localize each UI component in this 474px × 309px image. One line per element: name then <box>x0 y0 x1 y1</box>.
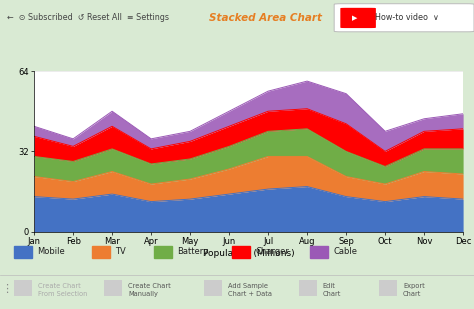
Bar <box>92 246 110 258</box>
Bar <box>379 281 397 296</box>
Text: Cable: Cable <box>333 247 357 256</box>
Text: ▶: ▶ <box>352 15 357 21</box>
Text: Create Chart
From Selection: Create Chart From Selection <box>38 283 87 297</box>
Text: ←  ⊙ Subscribed  ↺ Reset All  ≡ Settings: ← ⊙ Subscribed ↺ Reset All ≡ Settings <box>7 13 169 22</box>
X-axis label: Population (Millions): Population (Millions) <box>203 249 294 258</box>
Bar <box>14 246 32 258</box>
Bar <box>204 281 222 296</box>
Text: How-to video  ∨: How-to video ∨ <box>375 13 439 22</box>
FancyBboxPatch shape <box>334 4 474 32</box>
Text: TV: TV <box>115 247 126 256</box>
FancyBboxPatch shape <box>340 8 376 28</box>
Text: Stacked Area Chart: Stacked Area Chart <box>209 13 321 23</box>
Text: Export
Chart: Export Chart <box>403 283 425 297</box>
Bar <box>232 246 250 258</box>
Bar <box>14 281 32 296</box>
Text: Create Chart
Manually: Create Chart Manually <box>128 283 171 297</box>
Bar <box>310 246 328 258</box>
Text: Mobile: Mobile <box>37 247 65 256</box>
Bar <box>154 246 172 258</box>
Text: Charger: Charger <box>255 247 289 256</box>
Text: Battery: Battery <box>177 247 208 256</box>
Text: Edit
Chart: Edit Chart <box>322 283 341 297</box>
Bar <box>104 281 122 296</box>
Bar <box>299 281 317 296</box>
Text: Add Sample
Chart + Data: Add Sample Chart + Data <box>228 283 272 297</box>
Text: ⋮: ⋮ <box>1 284 12 294</box>
